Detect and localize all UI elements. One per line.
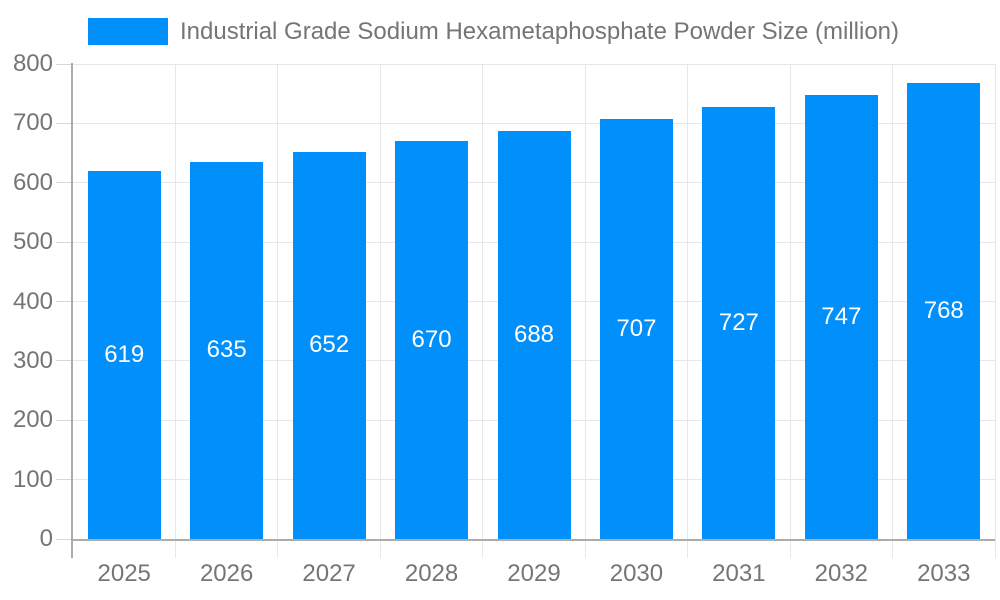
x-gridline	[994, 64, 996, 558]
y-axis-tick-label: 600	[12, 168, 53, 196]
y-axis-tick	[56, 241, 71, 243]
y-axis-tick	[56, 479, 71, 481]
bar-2029[interactable]: 688	[497, 130, 571, 539]
y-axis-tick	[56, 360, 71, 362]
bar-value-label: 619	[104, 341, 145, 369]
bar-value-label: 635	[206, 336, 247, 364]
bar-value-label: 768	[923, 297, 964, 324]
y-axis-tick-label: 400	[12, 287, 53, 315]
bar-value-label: 747	[821, 303, 862, 331]
x-gridline	[892, 64, 894, 558]
bar-value-label: 652	[309, 331, 350, 359]
y-axis-tick-label: 800	[12, 50, 53, 77]
x-axis-tick-label: 2031	[712, 560, 766, 587]
x-gridline	[174, 64, 176, 558]
bar-2030[interactable]: 707	[599, 119, 673, 539]
y-axis-tick-label: 500	[12, 228, 53, 256]
bar-2028[interactable]: 670	[395, 141, 469, 539]
y-gridline	[73, 63, 995, 65]
bar-value-label: 688	[513, 320, 555, 348]
chart-legend[interactable]: Industrial Grade Sodium Hexametaphosphat…	[88, 18, 899, 45]
x-axis-line	[71, 539, 995, 541]
y-axis-tick	[56, 301, 71, 302]
y-axis-line	[71, 63, 73, 558]
y-axis-tick-label: 0	[39, 525, 53, 552]
x-gridline	[789, 64, 791, 558]
bar-value-label: 670	[411, 326, 452, 354]
x-gridline	[584, 64, 586, 558]
x-gridline	[277, 64, 279, 558]
y-axis-tick-label: 300	[12, 346, 53, 374]
plot-area: 0 100 200 300 400 500 600 700 800 619 2025 635 2026 6…	[13, 50, 996, 587]
y-axis-tick	[56, 419, 71, 421]
bar-2032[interactable]: 747	[804, 95, 878, 539]
bar-value-label: 727	[718, 309, 759, 337]
x-axis-tick-label: 2028	[404, 560, 459, 587]
bar-2025[interactable]: 619	[87, 171, 161, 539]
bar-2026[interactable]: 635	[190, 161, 264, 539]
y-axis-tick	[56, 63, 71, 65]
x-gridline	[379, 64, 381, 558]
x-axis-tick-label: 2025	[97, 560, 151, 587]
bar-2033[interactable]: 768	[907, 83, 981, 539]
y-axis-tick	[56, 122, 71, 124]
bar-2027[interactable]: 652	[292, 151, 366, 539]
x-gridline	[482, 64, 484, 558]
y-gridline	[73, 122, 995, 124]
x-gridline	[687, 64, 689, 558]
x-axis-tick-label: 2029	[507, 560, 561, 587]
legend-marker	[88, 18, 168, 45]
y-axis-tick	[56, 538, 71, 540]
bar-value-label: 707	[616, 315, 657, 343]
y-axis-tick	[56, 182, 71, 184]
x-axis-tick-label: 2026	[199, 560, 254, 587]
y-axis-tick-label: 700	[12, 109, 53, 137]
bar-2031[interactable]: 727	[702, 107, 776, 539]
legend-label: Industrial Grade Sodium Hexametaphosphat…	[180, 18, 900, 45]
x-axis-tick-label: 2032	[814, 560, 869, 587]
y-axis-tick-label: 200	[12, 406, 53, 434]
x-axis-tick-label: 2033	[917, 560, 971, 587]
x-axis-tick-label: 2027	[302, 560, 356, 587]
x-axis-tick-label: 2030	[609, 560, 664, 587]
y-axis-tick-label: 100	[12, 465, 53, 493]
